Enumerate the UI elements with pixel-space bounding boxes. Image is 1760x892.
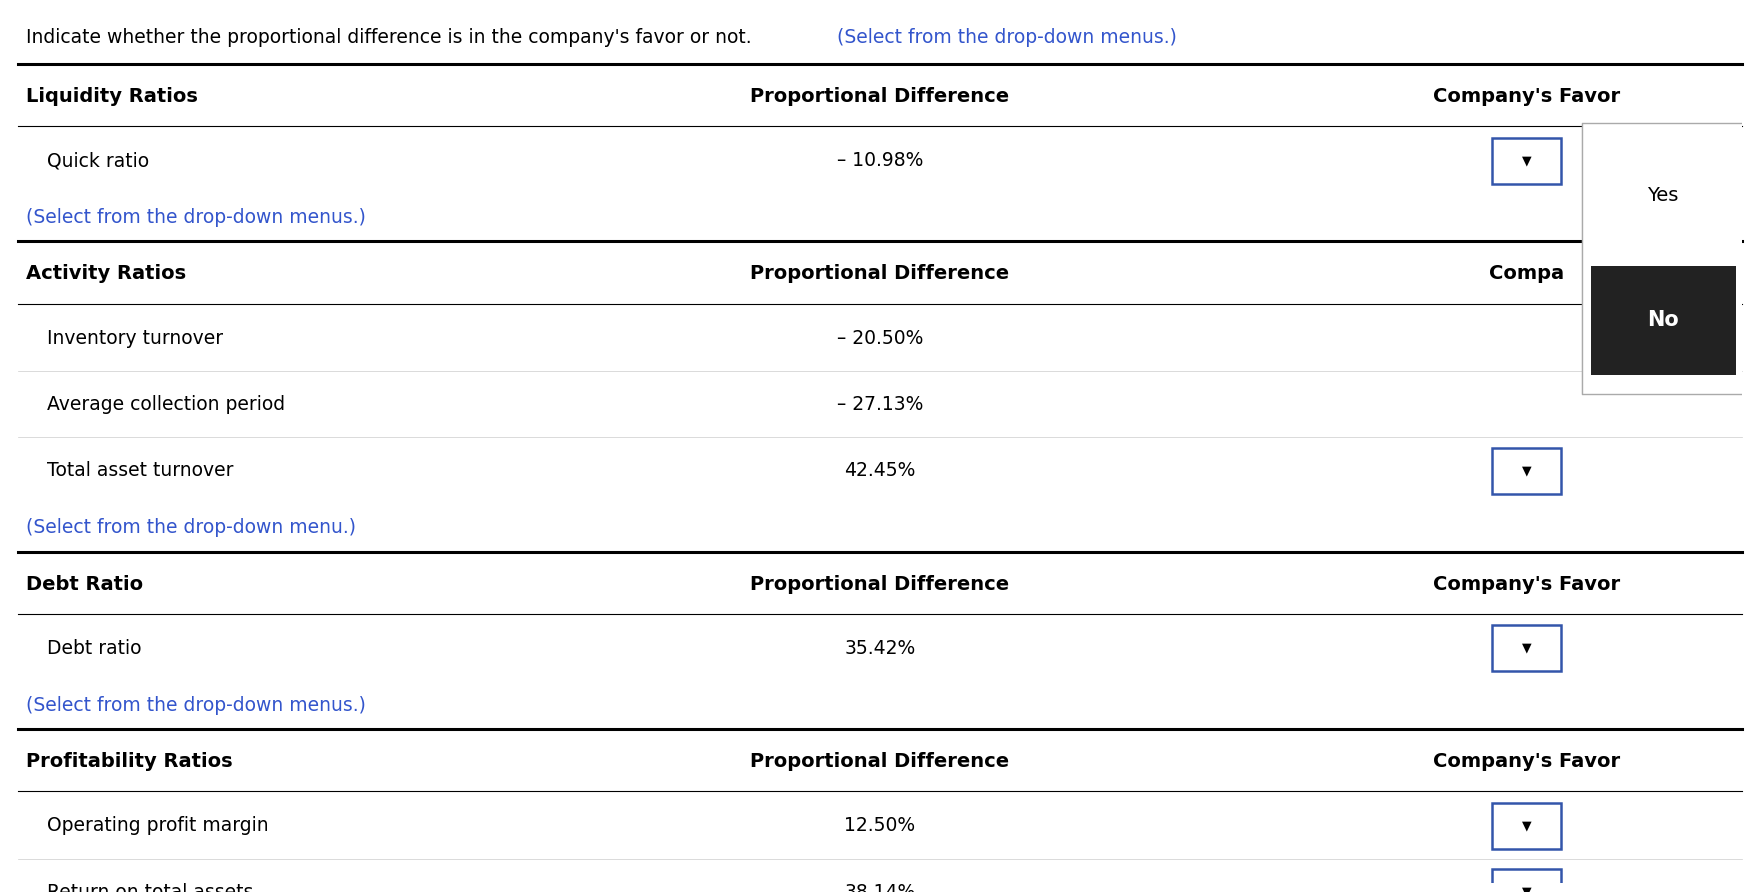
Text: ▼: ▼ [1522,886,1531,892]
FancyBboxPatch shape [1492,870,1561,892]
Text: (Select from the drop-down menus.): (Select from the drop-down menus.) [26,696,366,714]
Text: Quick ratio: Quick ratio [48,151,150,170]
Text: – 10.98%: – 10.98% [836,151,924,170]
Text: 12.50%: 12.50% [845,816,915,835]
Text: Proportional Difference: Proportional Difference [750,574,1010,593]
Text: Yes: Yes [1647,186,1679,205]
Text: Average collection period: Average collection period [48,395,285,414]
FancyBboxPatch shape [1492,137,1561,184]
Text: Company's Favor: Company's Favor [1433,752,1621,771]
Text: Liquidity Ratios: Liquidity Ratios [26,87,199,106]
Text: ▼: ▼ [1522,154,1531,167]
Text: Debt ratio: Debt ratio [48,639,141,658]
FancyBboxPatch shape [1582,122,1744,393]
Text: – 20.50%: – 20.50% [836,328,924,348]
Text: Inventory turnover: Inventory turnover [48,328,224,348]
Text: Proportional Difference: Proportional Difference [750,87,1010,106]
Text: 42.45%: 42.45% [845,461,915,481]
Text: ▼: ▼ [1522,465,1531,477]
Text: (Select from the drop-down menu.): (Select from the drop-down menu.) [26,518,356,537]
FancyBboxPatch shape [1492,803,1561,849]
FancyBboxPatch shape [1591,266,1735,375]
Text: ▼: ▼ [1522,642,1531,655]
Text: Return on total assets: Return on total assets [48,883,253,892]
FancyBboxPatch shape [1492,625,1561,672]
Text: Total asset turnover: Total asset turnover [48,461,234,481]
Text: Operating profit margin: Operating profit margin [48,816,269,835]
Text: (Select from the drop-down menus.): (Select from the drop-down menus.) [26,208,366,227]
Text: Debt Ratio: Debt Ratio [26,574,143,593]
Text: ▼: ▼ [1522,820,1531,832]
Text: 38.14%: 38.14% [845,883,915,892]
Text: (Select from the drop-down menus.): (Select from the drop-down menus.) [825,29,1177,47]
Text: Company's Favor: Company's Favor [1433,574,1621,593]
Text: Proportional Difference: Proportional Difference [750,264,1010,284]
FancyBboxPatch shape [1492,448,1561,494]
Text: Profitability Ratios: Profitability Ratios [26,752,232,771]
Text: Activity Ratios: Activity Ratios [26,264,187,284]
Text: No: No [1647,310,1679,330]
Text: Compa: Compa [1489,264,1565,284]
Text: Company's Favor: Company's Favor [1433,87,1621,106]
Text: Indicate whether the proportional difference is in the company's favor or not.: Indicate whether the proportional differ… [26,29,752,47]
Text: 35.42%: 35.42% [845,639,915,658]
Text: Proportional Difference: Proportional Difference [750,752,1010,771]
Text: – 27.13%: – 27.13% [836,395,924,414]
